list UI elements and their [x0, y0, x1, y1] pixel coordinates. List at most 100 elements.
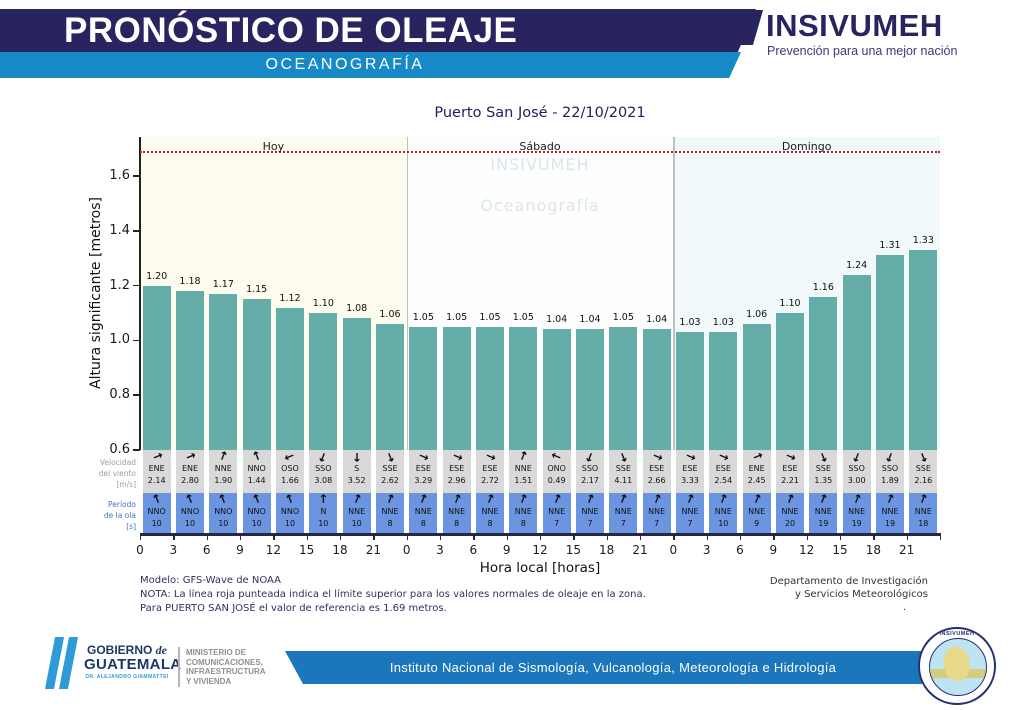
bar-value-label: 1.05 [479, 311, 501, 323]
wind-direction-arrow-icon: ↑ [748, 448, 766, 464]
x-tick-mark [406, 536, 408, 540]
x-tick-label: 15 [299, 543, 315, 557]
x-tick-mark [806, 536, 808, 540]
footer-divider [178, 647, 180, 687]
wave-height-bar [575, 329, 605, 450]
wave-row-label: Período de la ola [s] [103, 500, 136, 531]
wind-cell: ↑ NNE 1.51 [509, 448, 538, 493]
wind-direction: SSE [815, 464, 831, 473]
wind-speed: 3.08 [314, 476, 333, 485]
wave-period: 7 [554, 519, 560, 528]
x-axis-line [140, 533, 941, 536]
wave-period: 10 [718, 519, 729, 528]
wind-speed: 0.49 [547, 476, 566, 485]
x-tick-label: 3 [436, 543, 444, 557]
wind-cell: ↑ S 3.52 [342, 450, 371, 493]
bar-value-label: 1.10 [312, 298, 334, 309]
x-tick-mark [540, 536, 542, 540]
wave-direction: NNE [381, 507, 399, 516]
wind-direction: SSE [915, 464, 931, 473]
x-tick-mark [473, 536, 475, 540]
wind-cell: ↑ ENE 2.45 [742, 448, 771, 493]
wind-cell: ↑ ESE 2.66 [642, 449, 671, 493]
wave-cell: ↑ NNE 9 [742, 491, 771, 533]
wave-period: 19 [884, 519, 896, 528]
wave-period: 9 [754, 519, 760, 528]
header-subtitle: OCEANOGRAFÍA [265, 56, 425, 73]
x-tick-mark [573, 536, 575, 540]
wave-direction: NNE [781, 507, 799, 516]
bar-value-label: 1.05 [612, 311, 634, 323]
ministerio-text: MINISTERIO DE COMUNICACIONES, INFRAESTRU… [186, 648, 266, 686]
wind-direction: ESE [782, 464, 798, 473]
bar-value-label: 1.15 [246, 284, 268, 296]
note-line1: NOTA: La línea roja punteada indica el l… [140, 589, 646, 600]
wind-direction: SSO [315, 464, 332, 473]
wave-period: 19 [851, 519, 862, 528]
wave-height-bar [142, 285, 171, 450]
x-tick-mark [306, 536, 308, 540]
wind-direction: SSE [615, 464, 631, 473]
bar-value-label: 1.12 [279, 292, 301, 304]
wind-direction: ENE [748, 464, 765, 473]
wind-cell: ↑ OSO 1.66 [275, 449, 305, 493]
wind-cell: ↑ ESE 2.21 [775, 449, 805, 493]
wind-speed: 3.33 [681, 476, 699, 485]
bar-value-label: 1.10 [779, 298, 801, 309]
bar-value-label: 1.04 [646, 314, 668, 326]
wave-direction: NNE [514, 507, 532, 516]
y-tick-mark [133, 394, 140, 396]
bar-value-label: 1.24 [846, 259, 868, 271]
y-tick-mark [133, 175, 140, 177]
wind-direction: S [354, 464, 360, 473]
y-tick-label: 1.0 [109, 332, 130, 348]
wind-speed: 2.45 [747, 476, 766, 485]
chart-title: Puerto San José - 22/10/2021 [434, 105, 646, 121]
wind-direction: ENE [148, 464, 165, 473]
wave-cell: ↑ NNE 7 [575, 491, 605, 533]
wave-cell: ↑ NNE 18 [909, 491, 938, 533]
y-tick-label: 0.8 [109, 387, 130, 403]
note-model: Modelo: GFS-Wave de NOAA [140, 575, 282, 586]
y-tick-mark [133, 284, 140, 287]
wave-period: 20 [784, 519, 796, 528]
wind-speed: 1.35 [814, 476, 833, 485]
x-tick-label: 21 [899, 543, 915, 557]
wind-direction: SSO [581, 464, 599, 473]
watermark: INSIVUMEH [490, 155, 590, 174]
bar-value-label: 1.04 [579, 314, 601, 326]
wave-direction: NNE [548, 507, 566, 516]
wind-direction: SSO [881, 464, 899, 473]
wave-direction: NNE [348, 507, 366, 516]
y-tick-mark [133, 230, 140, 232]
wave-cell: ↑ NNE 10 [709, 491, 738, 533]
wave-cell: ↑ NNE 8 [442, 491, 471, 533]
wind-row-label: Velocidad del viento [m/s] [98, 458, 136, 489]
wind-direction: ONO [547, 464, 566, 473]
x-tick-mark [606, 536, 608, 540]
x-tick-mark [206, 536, 208, 540]
wind-direction: ESE [482, 464, 498, 473]
x-tick-mark [873, 536, 875, 540]
bar-value-label: 1.03 [712, 317, 734, 329]
y-tick-mark [133, 449, 140, 451]
x-tick-mark [340, 536, 342, 540]
x-tick-mark [840, 536, 842, 540]
wind-speed: 2.54 [714, 476, 733, 485]
x-tick-label: 9 [502, 543, 511, 557]
institute-banner-text: Instituto Nacional de Sismología, Vulcan… [389, 660, 837, 675]
wave-height-bar [409, 326, 438, 450]
wave-height-bar [875, 255, 905, 450]
x-tick-label: 12 [265, 543, 281, 557]
wave-period: 7 [587, 519, 593, 528]
wave-cell: ↑ NNE 7 [609, 491, 638, 533]
wind-direction: NNE [514, 464, 532, 473]
wind-direction-arrow-icon: ↑ [682, 449, 699, 465]
wind-speed: 2.96 [447, 476, 466, 485]
bar-value-label: 1.06 [746, 308, 768, 320]
gobierno-logo: GOBIERNO de GUATEMALA DR. ALEJANDRO GIAM… [84, 644, 181, 681]
wave-cell: ↑ N 10 [309, 493, 338, 533]
wave-period: 8 [520, 519, 526, 528]
institute-banner: Instituto Nacional de Sismología, Vulcan… [285, 651, 941, 684]
wind-direction: ESE [415, 464, 431, 473]
